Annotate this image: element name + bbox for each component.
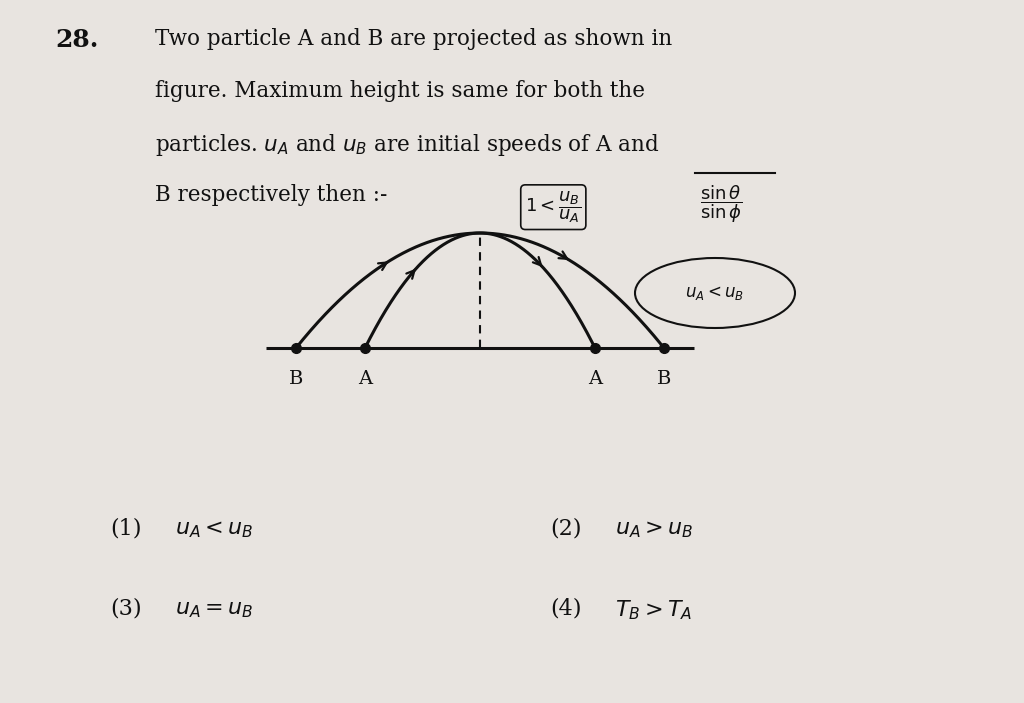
Text: $u_A < u_B$: $u_A < u_B$	[175, 518, 254, 540]
Text: $u_A = u_B$: $u_A = u_B$	[175, 598, 254, 620]
Text: figure. Maximum height is same for both the: figure. Maximum height is same for both …	[155, 80, 645, 102]
Text: $u_A > u_B$: $u_A > u_B$	[615, 518, 693, 540]
Text: A: A	[358, 370, 372, 388]
Text: (3): (3)	[110, 598, 141, 620]
Text: A: A	[588, 370, 602, 388]
Text: particles. $u_A$ and $u_B$ are initial speeds of A and: particles. $u_A$ and $u_B$ are initial s…	[155, 132, 659, 158]
Text: $T_B > T_A$: $T_B > T_A$	[615, 598, 692, 621]
Text: $\dfrac{\sin\theta}{\sin\phi}$: $\dfrac{\sin\theta}{\sin\phi}$	[700, 183, 742, 225]
Text: $u_A < u_B$: $u_A < u_B$	[685, 284, 744, 302]
Text: B: B	[289, 370, 303, 388]
Text: B respectively then :-: B respectively then :-	[155, 184, 387, 206]
Text: Two particle A and B are projected as shown in: Two particle A and B are projected as sh…	[155, 28, 672, 50]
Text: 28.: 28.	[55, 28, 98, 52]
Text: (1): (1)	[110, 518, 141, 540]
Text: B: B	[656, 370, 671, 388]
Text: $1 < \dfrac{u_B}{u_A}$: $1 < \dfrac{u_B}{u_A}$	[525, 189, 582, 225]
Text: (4): (4)	[550, 598, 582, 620]
Text: (2): (2)	[550, 518, 582, 540]
